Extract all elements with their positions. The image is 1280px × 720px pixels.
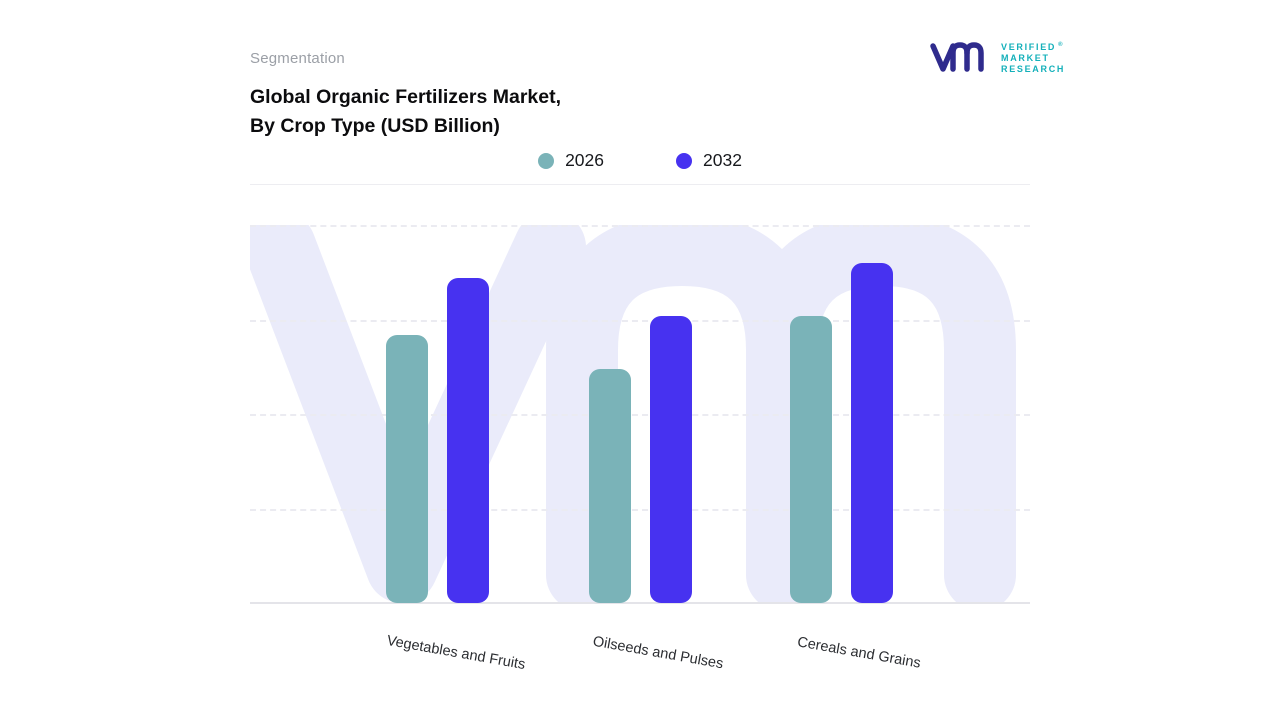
x-axis-label-vegetables-and-fruits: Vegetables and Fruits — [385, 632, 527, 674]
eyebrow-label: Segmentation — [250, 50, 345, 67]
x-axis-label-cereals-and-grains: Cereals and Grains — [796, 634, 922, 672]
legend-dot-2032 — [676, 152, 692, 169]
logo-line-1: VERIFIED ® — [1001, 41, 1063, 52]
gridline — [250, 320, 1030, 322]
gridline — [250, 225, 1030, 227]
legend-label: 2026 — [565, 150, 604, 170]
header-divider — [250, 184, 1030, 185]
logo-line-3: RESEARCH — [1001, 63, 1066, 74]
legend-item-2026: 2026 — [538, 150, 604, 171]
gridline — [250, 509, 1030, 511]
logo-wordmark: VERIFIED ® MARKET RESEARCH — [1001, 40, 1065, 75]
bar-2026-oilseeds-and-pulses — [589, 369, 631, 603]
vmr-monogram-icon — [930, 42, 984, 72]
chart-legend: 2026 2032 — [250, 150, 1030, 171]
gridline — [250, 414, 1030, 416]
x-axis-label-oilseeds-and-pulses: Oilseeds and Pulses — [591, 633, 725, 673]
legend-dot-2026 — [538, 152, 555, 169]
bar-2026-cereals-and-grains — [790, 316, 832, 603]
bar-chart-plot: Vegetables and Fruits Oilseeds and Pulses… — [250, 225, 1030, 673]
bar-2032-vegetables-and-fruits — [447, 278, 489, 603]
x-axis-line — [250, 602, 1030, 604]
bar-2032-cereals-and-grains — [851, 263, 893, 603]
bar-2032-oilseeds-and-pulses — [650, 316, 692, 603]
title-line-1: Global Organic Fertilizers Market, — [250, 86, 562, 108]
registered-mark: ® — [1058, 41, 1063, 48]
title-line-2: By Crop Type (USD Billion) — [250, 114, 500, 137]
page-title: Global Organic Fertilizers Market, By Cro… — [250, 83, 561, 140]
logo-line-2: MARKET — [1001, 52, 1050, 63]
legend-label: 2032 — [703, 150, 742, 170]
legend-item-2032: 2032 — [676, 150, 742, 171]
bar-2026-vegetables-and-fruits — [386, 335, 428, 603]
vmr-logo: VERIFIED ® MARKET RESEARCH — [928, 36, 1065, 78]
